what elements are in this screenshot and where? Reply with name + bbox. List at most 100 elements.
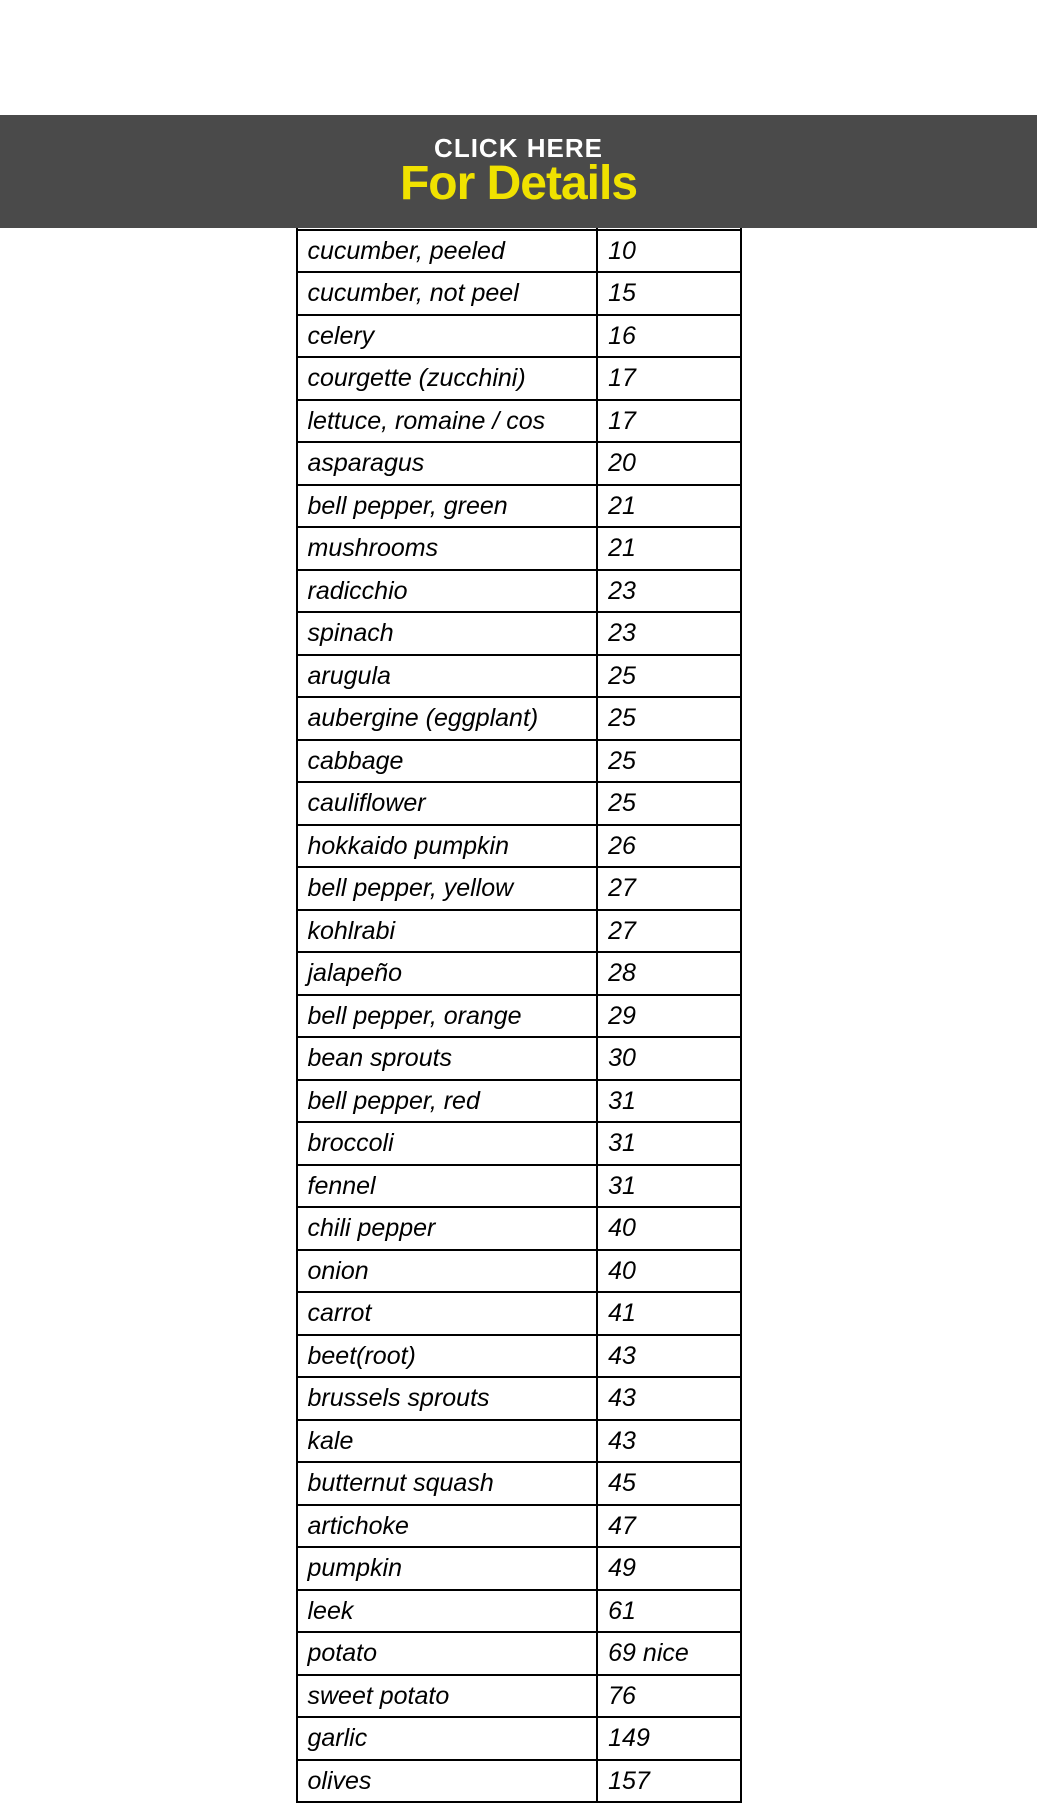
cell-vegetable: celery	[297, 315, 598, 358]
cell-kcal: 17	[597, 400, 740, 443]
table-row: cucumber, not peel15	[297, 272, 741, 315]
cell-vegetable: pumpkin	[297, 1547, 598, 1590]
cell-kcal: 26	[597, 825, 740, 868]
table-row: sweet potato76	[297, 1675, 741, 1718]
cell-kcal: 27	[597, 910, 740, 953]
cell-kcal: 43	[597, 1377, 740, 1420]
cell-kcal: 149	[597, 1717, 740, 1760]
cta-line2: For Details	[400, 156, 637, 211]
cell-kcal: 25	[597, 740, 740, 783]
table-row: radicchio23	[297, 570, 741, 613]
cell-kcal: 21	[597, 527, 740, 570]
table-row: onion40	[297, 1250, 741, 1293]
table-row: asparagus20	[297, 442, 741, 485]
cell-vegetable: cabbage	[297, 740, 598, 783]
cell-vegetable: bell pepper, green	[297, 485, 598, 528]
table-row: mushrooms21	[297, 527, 741, 570]
cell-kcal: 31	[597, 1080, 740, 1123]
table-row: butternut squash45	[297, 1462, 741, 1505]
cell-vegetable: potato	[297, 1632, 598, 1675]
table-row: lettuce, romaine / cos17	[297, 400, 741, 443]
table-row: garlic149	[297, 1717, 741, 1760]
table-row: bell pepper, red31	[297, 1080, 741, 1123]
table-row: pumpkin49	[297, 1547, 741, 1590]
cell-kcal: 25	[597, 655, 740, 698]
cell-kcal: 25	[597, 782, 740, 825]
cell-vegetable: bean sprouts	[297, 1037, 598, 1080]
cell-kcal: 29	[597, 995, 740, 1038]
table-row: potato69 nice	[297, 1632, 741, 1675]
cell-vegetable: butternut squash	[297, 1462, 598, 1505]
cell-vegetable: kale	[297, 1420, 598, 1463]
cell-kcal: 27	[597, 867, 740, 910]
cell-vegetable: olives	[297, 1760, 598, 1803]
cell-vegetable: chili pepper	[297, 1207, 598, 1250]
cell-kcal: 49	[597, 1547, 740, 1590]
cell-vegetable: brussels sprouts	[297, 1377, 598, 1420]
table-row: broccoli31	[297, 1122, 741, 1165]
cell-vegetable: bell pepper, yellow	[297, 867, 598, 910]
table-row: cucumber, peeled10	[297, 230, 741, 273]
cell-kcal: 31	[597, 1165, 740, 1208]
cell-kcal: 25	[597, 697, 740, 740]
calorie-table: vegetable kcal cucumber, peeled10cucumbe…	[296, 186, 742, 1803]
cell-vegetable: jalapeño	[297, 952, 598, 995]
table-row: cabbage25	[297, 740, 741, 783]
table-row: spinach23	[297, 612, 741, 655]
table-row: kale43	[297, 1420, 741, 1463]
table-row: carrot41	[297, 1292, 741, 1335]
cell-kcal: 41	[597, 1292, 740, 1335]
cta-banner[interactable]: CLICK HERE For Details	[0, 115, 1037, 228]
cell-kcal: 76	[597, 1675, 740, 1718]
cell-vegetable: aubergine (eggplant)	[297, 697, 598, 740]
table-row: chili pepper40	[297, 1207, 741, 1250]
cell-vegetable: artichoke	[297, 1505, 598, 1548]
table-row: leek61	[297, 1590, 741, 1633]
cell-vegetable: asparagus	[297, 442, 598, 485]
cell-kcal: 69 nice	[597, 1632, 740, 1675]
cell-kcal: 40	[597, 1250, 740, 1293]
table-row: beet(root)43	[297, 1335, 741, 1378]
cell-vegetable: leek	[297, 1590, 598, 1633]
table-row: bean sprouts30	[297, 1037, 741, 1080]
table-row: celery16	[297, 315, 741, 358]
table-row: hokkaido pumpkin26	[297, 825, 741, 868]
cell-kcal: 23	[597, 570, 740, 613]
cell-kcal: 61	[597, 1590, 740, 1633]
cell-vegetable: bell pepper, red	[297, 1080, 598, 1123]
cell-vegetable: mushrooms	[297, 527, 598, 570]
table-row: aubergine (eggplant)25	[297, 697, 741, 740]
table-row: bell pepper, orange29	[297, 995, 741, 1038]
table-row: arugula25	[297, 655, 741, 698]
cell-kcal: 40	[597, 1207, 740, 1250]
table-row: olives157	[297, 1760, 741, 1803]
cell-kcal: 28	[597, 952, 740, 995]
cell-kcal: 23	[597, 612, 740, 655]
cell-kcal: 157	[597, 1760, 740, 1803]
cell-vegetable: broccoli	[297, 1122, 598, 1165]
cell-kcal: 47	[597, 1505, 740, 1548]
cell-vegetable: spinach	[297, 612, 598, 655]
cell-vegetable: onion	[297, 1250, 598, 1293]
cell-vegetable: sweet potato	[297, 1675, 598, 1718]
cell-kcal: 10	[597, 230, 740, 273]
table-row: cauliflower25	[297, 782, 741, 825]
table-row: jalapeño28	[297, 952, 741, 995]
cell-kcal: 15	[597, 272, 740, 315]
cell-kcal: 20	[597, 442, 740, 485]
cell-vegetable: beet(root)	[297, 1335, 598, 1378]
table-row: artichoke47	[297, 1505, 741, 1548]
cell-kcal: 31	[597, 1122, 740, 1165]
table-container: vegetable kcal cucumber, peeled10cucumbe…	[0, 186, 1037, 1803]
cell-vegetable: cauliflower	[297, 782, 598, 825]
table-row: kohlrabi27	[297, 910, 741, 953]
cell-vegetable: kohlrabi	[297, 910, 598, 953]
table-row: courgette (zucchini)17	[297, 357, 741, 400]
cell-vegetable: lettuce, romaine / cos	[297, 400, 598, 443]
cell-vegetable: fennel	[297, 1165, 598, 1208]
cell-vegetable: cucumber, not peel	[297, 272, 598, 315]
cell-vegetable: bell pepper, orange	[297, 995, 598, 1038]
cell-vegetable: carrot	[297, 1292, 598, 1335]
cell-vegetable: arugula	[297, 655, 598, 698]
table-body: cucumber, peeled10cucumber, not peel15ce…	[297, 230, 741, 1803]
